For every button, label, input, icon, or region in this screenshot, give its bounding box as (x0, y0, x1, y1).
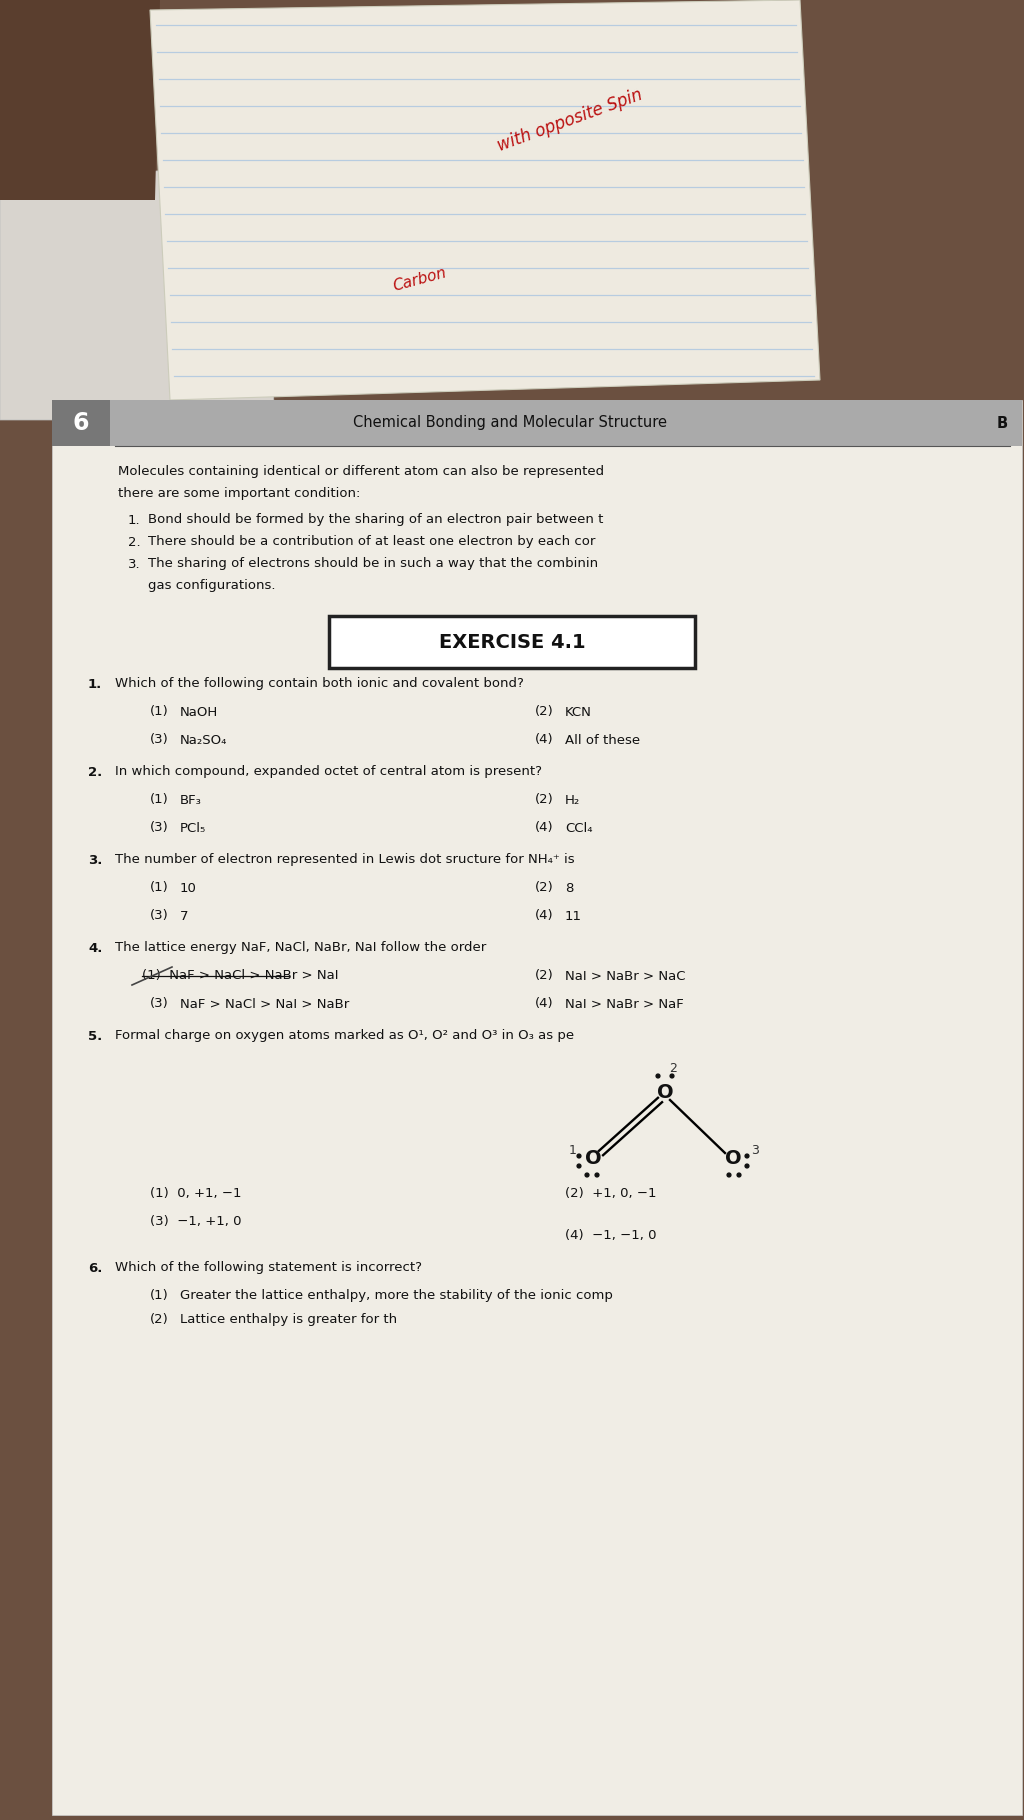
Text: (4)  −1, −1, 0: (4) −1, −1, 0 (565, 1230, 656, 1243)
Text: (2): (2) (150, 1314, 169, 1327)
Text: All of these: All of these (565, 733, 640, 746)
Text: (4): (4) (535, 821, 554, 835)
FancyBboxPatch shape (52, 400, 1022, 1815)
Text: 1.: 1. (88, 677, 102, 690)
FancyBboxPatch shape (52, 400, 1022, 446)
Text: gas configurations.: gas configurations. (148, 579, 275, 593)
Text: 5.: 5. (88, 1030, 102, 1043)
Text: Which of the following contain both ionic and covalent bond?: Which of the following contain both ioni… (115, 677, 524, 690)
Text: Formal charge on oxygen atoms marked as O¹, O² and O³ in O₃ as pe: Formal charge on oxygen atoms marked as … (115, 1030, 574, 1043)
Text: The lattice energy NaF, NaCl, NaBr, NaI follow the order: The lattice energy NaF, NaCl, NaBr, NaI … (115, 941, 486, 954)
Text: (2)  +1, 0, −1: (2) +1, 0, −1 (565, 1187, 656, 1201)
Text: 10: 10 (180, 881, 197, 894)
Polygon shape (0, 166, 275, 420)
Circle shape (585, 1174, 589, 1178)
Polygon shape (150, 0, 820, 400)
Circle shape (656, 1074, 659, 1077)
Polygon shape (0, 0, 160, 200)
Text: (3): (3) (150, 733, 169, 746)
Text: 3.: 3. (88, 854, 102, 866)
Text: (1): (1) (150, 794, 169, 806)
Text: KCN: KCN (565, 706, 592, 719)
Text: (2): (2) (535, 794, 554, 806)
Text: (1): (1) (150, 706, 169, 719)
Text: Chemical Bonding and Molecular Structure: Chemical Bonding and Molecular Structure (353, 415, 667, 431)
Text: There should be a contribution of at least one electron by each cor: There should be a contribution of at lea… (148, 535, 595, 548)
Text: 1.: 1. (128, 513, 140, 526)
Circle shape (745, 1154, 749, 1158)
Text: H₂: H₂ (565, 794, 581, 806)
Text: (1): (1) (150, 881, 169, 894)
Text: (3)  −1, +1, 0: (3) −1, +1, 0 (150, 1216, 242, 1228)
Text: Greater the lattice enthalpy, more the stability of the ionic comp: Greater the lattice enthalpy, more the s… (180, 1290, 613, 1303)
Text: O: O (725, 1150, 741, 1168)
Text: 2.: 2. (88, 766, 102, 779)
Text: 8: 8 (565, 881, 573, 894)
Text: CCl₄: CCl₄ (565, 821, 593, 835)
Circle shape (595, 1174, 599, 1178)
FancyBboxPatch shape (52, 400, 110, 446)
Text: EXERCISE 4.1: EXERCISE 4.1 (438, 633, 586, 652)
Text: 7: 7 (180, 910, 188, 923)
Text: NaI > NaBr > NaC: NaI > NaBr > NaC (565, 970, 685, 983)
Text: (1): (1) (150, 1290, 169, 1303)
Text: NaF > NaCl > NaI > NaBr: NaF > NaCl > NaI > NaBr (180, 997, 349, 1010)
Text: Bond should be formed by the sharing of an electron pair between t: Bond should be formed by the sharing of … (148, 513, 603, 526)
Text: (4): (4) (535, 910, 554, 923)
Text: 2: 2 (669, 1061, 677, 1074)
Text: with opposite Spin: with opposite Spin (495, 86, 645, 155)
Text: B: B (997, 415, 1008, 431)
Text: (3): (3) (150, 910, 169, 923)
Text: PCl₅: PCl₅ (180, 821, 206, 835)
Text: (4): (4) (535, 733, 554, 746)
Text: BF₃: BF₃ (180, 794, 202, 806)
Text: 11: 11 (565, 910, 582, 923)
Circle shape (745, 1165, 749, 1168)
Text: (3): (3) (150, 997, 169, 1010)
Text: 3.: 3. (128, 557, 140, 570)
Circle shape (670, 1074, 674, 1077)
FancyBboxPatch shape (329, 615, 695, 668)
Text: (2): (2) (535, 970, 554, 983)
Text: 6.: 6. (88, 1261, 102, 1274)
Text: O: O (656, 1083, 674, 1101)
Text: The sharing of electrons should be in such a way that the combinin: The sharing of electrons should be in su… (148, 557, 598, 570)
Text: Lattice enthalpy is greater for th: Lattice enthalpy is greater for th (180, 1314, 397, 1327)
Text: O: O (585, 1150, 601, 1168)
Text: In which compound, expanded octet of central atom is present?: In which compound, expanded octet of cen… (115, 766, 542, 779)
Text: Which of the following statement is incorrect?: Which of the following statement is inco… (115, 1261, 422, 1274)
Circle shape (727, 1174, 731, 1178)
Text: Carbon: Carbon (391, 266, 449, 295)
Text: The number of electron represented in Lewis dot sructure for NH₄⁺ is: The number of electron represented in Le… (115, 854, 574, 866)
Text: (4): (4) (535, 997, 554, 1010)
Text: there are some important condition:: there are some important condition: (118, 488, 360, 501)
Text: 1: 1 (569, 1145, 577, 1158)
Text: 4.: 4. (88, 941, 102, 954)
Text: 2.: 2. (128, 535, 140, 548)
Text: Na₂SO₄: Na₂SO₄ (180, 733, 227, 746)
Text: NaI > NaBr > NaF: NaI > NaBr > NaF (565, 997, 684, 1010)
Text: (3): (3) (150, 821, 169, 835)
Text: 6: 6 (73, 411, 89, 435)
Text: Molecules containing identical or different atom can also be represented: Molecules containing identical or differ… (118, 466, 604, 479)
Text: (2): (2) (535, 706, 554, 719)
Text: 3: 3 (751, 1145, 759, 1158)
Text: (1)  NaF > NaCl > NaBr > NaI: (1) NaF > NaCl > NaBr > NaI (142, 970, 339, 983)
Circle shape (578, 1154, 581, 1158)
Circle shape (737, 1174, 741, 1178)
Circle shape (578, 1165, 581, 1168)
Text: NaOH: NaOH (180, 706, 218, 719)
Text: (1)  0, +1, −1: (1) 0, +1, −1 (150, 1187, 242, 1201)
Text: (2): (2) (535, 881, 554, 894)
